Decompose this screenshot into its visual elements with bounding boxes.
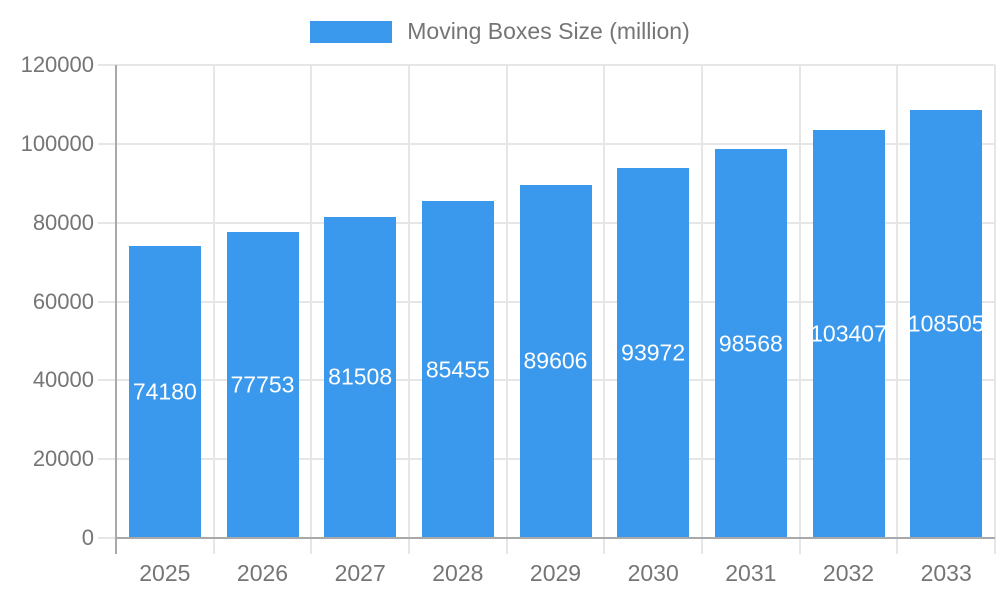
bar-2025 bbox=[128, 245, 201, 538]
gridline-vertical bbox=[896, 65, 899, 538]
bar-value-label: 89606 bbox=[523, 347, 588, 374]
y-tick-mark bbox=[98, 142, 116, 145]
gridline-vertical bbox=[408, 65, 410, 538]
y-axis-line bbox=[115, 65, 117, 554]
bar-value-label: 74180 bbox=[132, 378, 197, 405]
x-tick-mark bbox=[994, 538, 996, 554]
bar-2028 bbox=[421, 201, 494, 538]
legend-label: Moving Boxes Size (million) bbox=[407, 18, 690, 44]
gridline-vertical bbox=[701, 65, 703, 538]
gridline-horizontal bbox=[116, 64, 995, 66]
bar-2027 bbox=[324, 216, 397, 538]
bar-value-label: 98568 bbox=[718, 330, 783, 357]
x-tick-mark bbox=[798, 538, 801, 554]
y-tick-mark bbox=[98, 64, 116, 66]
x-axis-tick-label: 2030 bbox=[627, 560, 679, 586]
y-tick-mark bbox=[98, 379, 116, 382]
bar-value-label: 103407 bbox=[810, 320, 887, 347]
x-tick-mark bbox=[896, 538, 899, 554]
bar-2032 bbox=[812, 130, 885, 538]
x-tick-mark bbox=[408, 538, 410, 554]
plot-area: 74180 77753 81508 85455 89606 93972 98568 10340… bbox=[98, 64, 996, 554]
gridline-vertical bbox=[994, 65, 996, 538]
x-axis-tick-label: 2031 bbox=[725, 560, 777, 586]
x-axis-tick-label: 2032 bbox=[822, 560, 875, 586]
legend[interactable]: Moving Boxes Size (million) bbox=[0, 18, 1000, 45]
x-axis-line bbox=[116, 537, 995, 539]
gridline-vertical bbox=[798, 65, 801, 538]
x-tick-mark bbox=[603, 538, 606, 554]
legend-swatch-icon bbox=[310, 20, 393, 43]
bar-2026 bbox=[226, 231, 299, 538]
y-tick-mark bbox=[98, 221, 116, 224]
x-tick-mark bbox=[310, 538, 313, 554]
x-axis-tick-label: 2026 bbox=[236, 560, 289, 586]
x-axis-tick-label: 2028 bbox=[432, 560, 484, 586]
x-tick-mark bbox=[505, 538, 508, 554]
bar-2033 bbox=[910, 110, 983, 538]
gridline-horizontal bbox=[116, 142, 995, 145]
x-axis-tick-label: 2033 bbox=[920, 560, 972, 586]
gridline-vertical bbox=[603, 65, 606, 538]
x-axis-tick-label: 2029 bbox=[529, 560, 582, 586]
y-axis-tick-label: 60000 bbox=[32, 288, 94, 314]
gridline-vertical bbox=[505, 65, 508, 538]
y-axis-tick-label: 80000 bbox=[32, 209, 94, 235]
y-tick-mark bbox=[98, 300, 116, 303]
y-axis-tick-label: 40000 bbox=[32, 367, 94, 393]
bar-value-label: 93972 bbox=[621, 339, 686, 366]
bar-2029 bbox=[519, 184, 592, 538]
y-axis-tick-label: 100000 bbox=[20, 130, 94, 156]
y-tick-mark bbox=[98, 458, 116, 461]
x-axis-tick-label: 2025 bbox=[139, 560, 191, 586]
bar-2030 bbox=[617, 167, 690, 538]
bar-value-label: 77753 bbox=[230, 371, 295, 398]
bar-value-label: 81508 bbox=[328, 363, 393, 390]
gridline-vertical bbox=[310, 65, 313, 538]
x-axis-tick-label: 2027 bbox=[334, 560, 386, 586]
y-axis-tick-label: 120000 bbox=[20, 52, 94, 77]
gridline-vertical bbox=[212, 65, 215, 538]
bar-value-label: 108505 bbox=[907, 310, 985, 337]
y-tick-mark bbox=[98, 537, 116, 539]
y-axis-tick-label: 0 bbox=[81, 525, 94, 550]
bar-2031 bbox=[714, 149, 787, 538]
y-axis-tick-label: 20000 bbox=[32, 446, 94, 472]
x-tick-mark bbox=[212, 538, 215, 554]
bar-value-label: 85455 bbox=[425, 356, 490, 383]
x-tick-mark bbox=[701, 538, 703, 554]
